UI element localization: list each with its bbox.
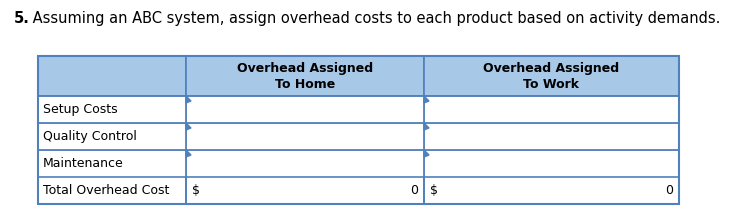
Polygon shape [186, 123, 191, 130]
Bar [424, 150, 679, 177]
Polygon shape [186, 96, 191, 103]
Bar [186, 56, 424, 96]
Text: Overhead Assigned
To Home: Overhead Assigned To Home [237, 62, 373, 90]
Bar [38, 123, 186, 150]
Bar [38, 177, 186, 204]
Bar [38, 150, 186, 177]
Bar [38, 56, 186, 96]
Text: Maintenance: Maintenance [43, 157, 123, 170]
Polygon shape [424, 150, 429, 157]
Bar [424, 123, 679, 150]
Text: Overhead Assigned
To Work: Overhead Assigned To Work [483, 62, 620, 90]
Bar [38, 96, 186, 123]
Bar [424, 96, 679, 123]
Text: Setup Costs: Setup Costs [43, 103, 117, 116]
Text: Total Overhead Cost: Total Overhead Cost [43, 184, 169, 197]
Polygon shape [424, 96, 429, 103]
Bar [186, 96, 424, 123]
Text: 5.: 5. [14, 11, 30, 26]
Text: $: $ [192, 184, 200, 197]
Bar [424, 56, 679, 96]
Text: 0: 0 [410, 184, 418, 197]
Bar [186, 177, 424, 204]
Text: $: $ [430, 184, 438, 197]
Bar [38, 56, 679, 204]
Bar [186, 123, 424, 150]
Text: Quality Control: Quality Control [43, 130, 137, 143]
Bar [424, 177, 679, 204]
Text: Assuming an ABC system, assign overhead costs to each product based on activity : Assuming an ABC system, assign overhead … [28, 11, 721, 26]
Text: 0: 0 [665, 184, 673, 197]
Polygon shape [186, 150, 191, 157]
Bar [186, 150, 424, 177]
Polygon shape [424, 123, 429, 130]
